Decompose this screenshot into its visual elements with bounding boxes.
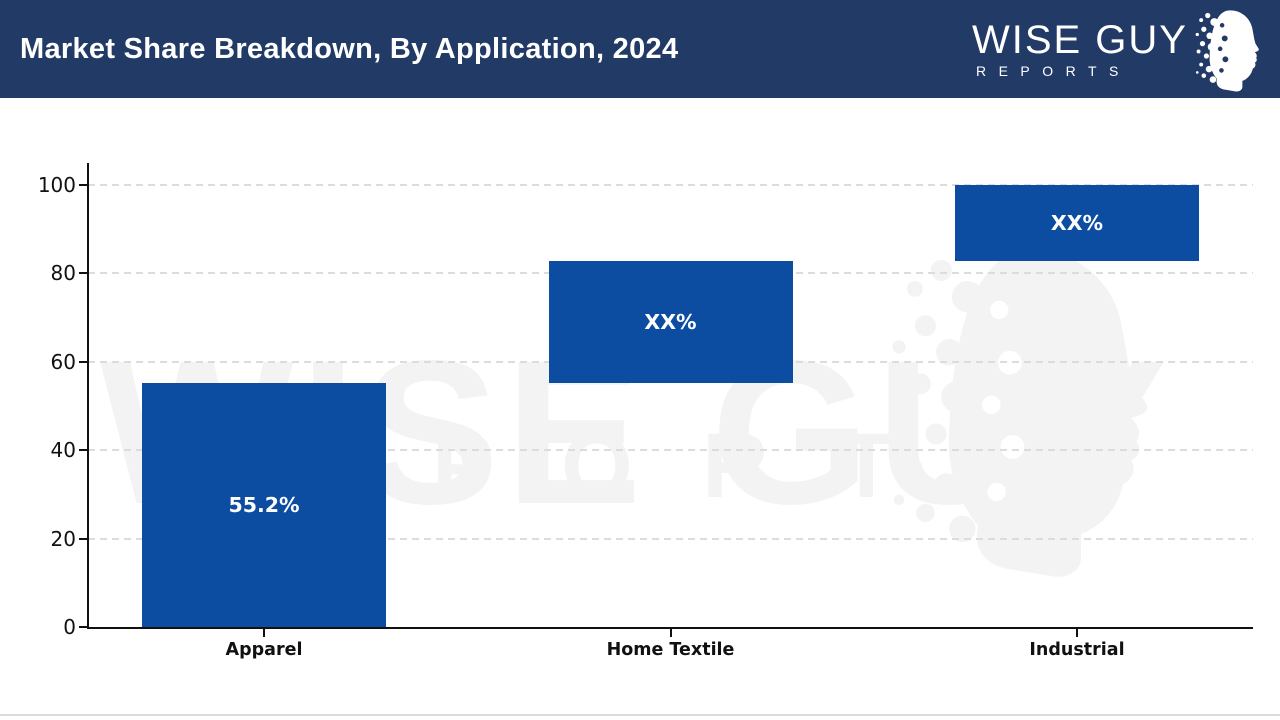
y-tick-60 [79, 360, 88, 363]
page-bottom-rule [0, 714, 1280, 716]
bar-value-label: XX% [644, 310, 697, 334]
y-tick-0 [79, 626, 88, 628]
gridline-100 [88, 184, 1253, 186]
y-tick-label-40: 40 [50, 438, 76, 463]
logo-subtitle: REPORTS [975, 63, 1131, 79]
x-axis-label-apparel: Apparel [225, 640, 303, 660]
y-axis [87, 163, 89, 629]
y-tick-label-80: 80 [50, 261, 76, 286]
x-tick-1 [669, 629, 672, 637]
x-axis [87, 627, 1253, 629]
logo-wordmark: WISE GUY [971, 18, 1188, 62]
gridline-40 [88, 449, 1253, 452]
y-tick-label-0: 0 [63, 615, 76, 639]
y-tick-20 [79, 537, 88, 540]
x-axis-label-home-textile: Home Textile [606, 640, 735, 660]
x-tick-0 [263, 629, 265, 637]
bar-value-label: 55.2% [228, 493, 300, 517]
bar-industrial: XX% [955, 185, 1199, 262]
x-tick-2 [1076, 629, 1078, 637]
chart-canvas: WISE GUY R E P O R T S 0 20 40 60 80 100 55.2%… [0, 98, 1280, 720]
bar-apparel: 55.2% [142, 383, 386, 627]
page-title: Market Share Breakdown, By Application, … [20, 32, 679, 65]
bar-value-label: XX% [1050, 211, 1104, 235]
plot-region: 0 20 40 60 80 100 55.2% Apparel XX% Home Textile X… [0, 98, 1280, 720]
wise-guy-logo: WISE GUY REPORTS [972, 7, 1264, 92]
y-tick-100 [79, 184, 88, 186]
y-tick-40 [79, 449, 88, 452]
y-tick-80 [79, 272, 88, 275]
y-tick-label-100: 100 [37, 173, 76, 197]
bar-home-textile: XX% [548, 261, 793, 383]
gridline-20 [88, 537, 1253, 540]
header-bar: Market Share Breakdown, By Application, … [0, 0, 1280, 98]
logo-text: WISE GUY REPORTS [972, 20, 1188, 78]
logo-dot-face-icon [1195, 9, 1259, 91]
y-tick-label-60: 60 [50, 349, 76, 374]
x-axis-label-industrial: Industrial [1029, 640, 1125, 660]
y-tick-label-20: 20 [50, 526, 76, 551]
